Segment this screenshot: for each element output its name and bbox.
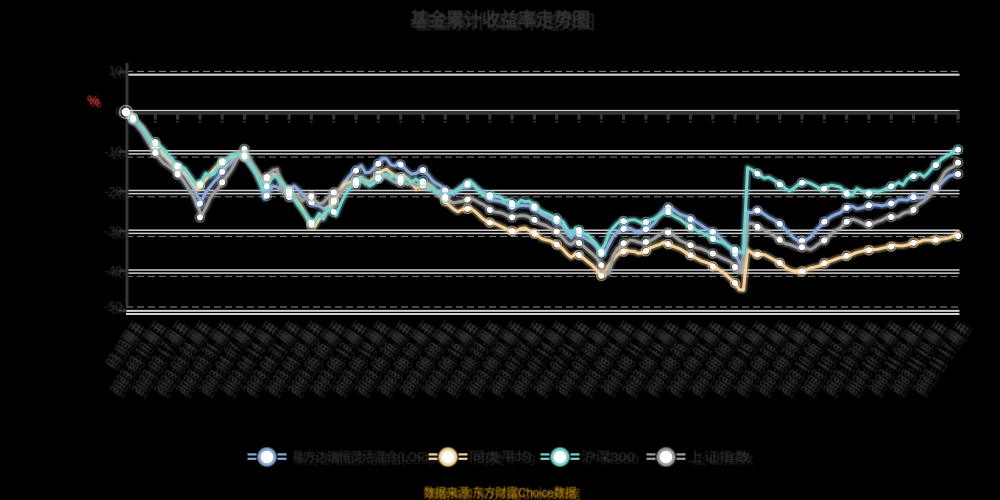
svg-text:-20: -20	[107, 188, 125, 202]
svg-text:%: %	[87, 92, 99, 108]
svg-text:沪深300: 沪深300	[581, 450, 635, 465]
svg-text:-40: -40	[104, 264, 122, 278]
svg-text:基金累计收益率走势图: 基金累计收益率走势图	[414, 11, 595, 34]
svg-text:10: 10	[111, 67, 125, 81]
svg-text:沪深300: 沪深300	[585, 452, 639, 467]
svg-text:-20: -20	[104, 185, 122, 199]
svg-text:数据来源:东方财富Choice数据: 数据来源:东方财富Choice数据	[428, 487, 581, 500]
svg-text:-10: -10	[104, 145, 122, 159]
svg-text:0: 0	[116, 105, 123, 119]
svg-text:10: 10	[109, 64, 123, 78]
svg-text:易方达瑞恒灵活混合(LOF)A: 易方达瑞恒灵活混合(LOF)A	[296, 452, 440, 467]
svg-text:-10: -10	[107, 148, 125, 162]
svg-text:-30: -30	[107, 228, 125, 242]
svg-text:0: 0	[118, 108, 125, 122]
svg-text:易方达瑞恒灵活混合(LOF)A: 易方达瑞恒灵活混合(LOF)A	[292, 450, 436, 465]
svg-text:%: %	[89, 95, 101, 111]
svg-text:-40: -40	[107, 267, 125, 281]
svg-text:-30: -30	[104, 225, 122, 239]
svg-text:同类平均: 同类平均	[473, 452, 536, 467]
svg-text:-50: -50	[107, 303, 125, 317]
svg-text:数据来源:东方财富Choice数据: 数据来源:东方财富Choice数据	[424, 485, 577, 500]
svg-text:基金累计收益率走势图: 基金累计收益率走势图	[409, 8, 590, 31]
svg-text:上证指数: 上证指数	[688, 450, 750, 465]
svg-text:-50: -50	[104, 300, 122, 314]
svg-text:上证指数: 上证指数	[692, 452, 754, 467]
svg-text:同类平均: 同类平均	[469, 450, 532, 465]
